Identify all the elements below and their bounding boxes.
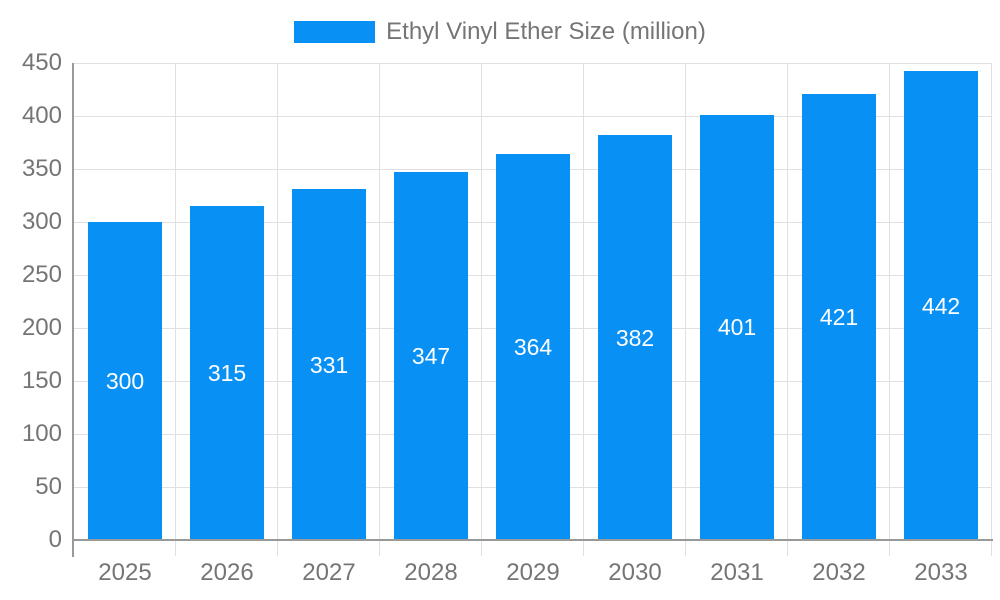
bar-value-label: 382 [615,324,655,351]
x-axis-label: 2029 [506,559,560,586]
x-axis-label: 2028 [404,559,458,586]
bar[interactable] [394,172,468,540]
x-axis-label: 2033 [914,559,968,586]
gridline-vertical [481,63,482,556]
bar-value-label: 331 [309,351,349,378]
x-axis-label: 2027 [302,559,356,586]
gridline-vertical [991,63,992,556]
y-axis-label: 250 [21,261,62,288]
bar[interactable] [904,71,978,540]
bar[interactable] [496,154,570,540]
gridline-horizontal [74,63,992,64]
legend[interactable]: Ethyl Vinyl Ether Size (million) [0,18,1000,46]
bar[interactable] [190,206,264,540]
bar-value-label: 364 [513,334,553,361]
plot-area: 300 315 331 347 364 382 401 421 442 [74,63,992,556]
x-axis-label: 2031 [710,559,764,586]
y-axis-label: 0 [48,526,62,553]
bar-value-label: 421 [819,303,859,330]
y-axis-label: 450 [21,49,62,76]
x-axis-label: 2030 [608,559,662,586]
gridline-vertical [379,63,380,556]
y-axis-label: 200 [21,314,62,341]
legend-swatch-icon [294,21,376,43]
bar[interactable] [802,93,876,540]
bar-value-label: 300 [105,368,145,394]
gridline-vertical [175,63,176,556]
bar[interactable] [292,189,366,540]
bar-value-label: 347 [411,343,451,370]
legend-label: Ethyl Vinyl Ether Size (million) [386,18,706,45]
gridline-horizontal [74,116,992,117]
bar[interactable] [700,114,774,540]
bar-value-label: 315 [207,360,247,387]
y-axis-label: 100 [21,420,62,447]
x-axis-label: 2025 [98,559,152,586]
y-axis-label: 400 [21,102,62,129]
gridline-vertical [787,63,788,556]
y-axis-line [72,63,74,557]
x-axis-line [72,539,993,541]
y-axis-label: 350 [21,155,62,182]
gridline-vertical [583,63,584,556]
bar-value-label: 401 [717,314,757,341]
gridline-vertical [889,63,890,556]
x-axis-label: 2026 [200,559,254,586]
y-axis-label: 50 [35,473,62,500]
gridline-vertical [277,63,278,556]
x-axis-label: 2032 [812,559,866,586]
gridline-vertical [685,63,686,556]
y-axis-label: 150 [21,367,62,394]
y-axis-label: 300 [21,208,62,235]
bar[interactable] [598,135,672,540]
bar-value-label: 442 [921,292,961,319]
bar[interactable] [88,222,162,540]
